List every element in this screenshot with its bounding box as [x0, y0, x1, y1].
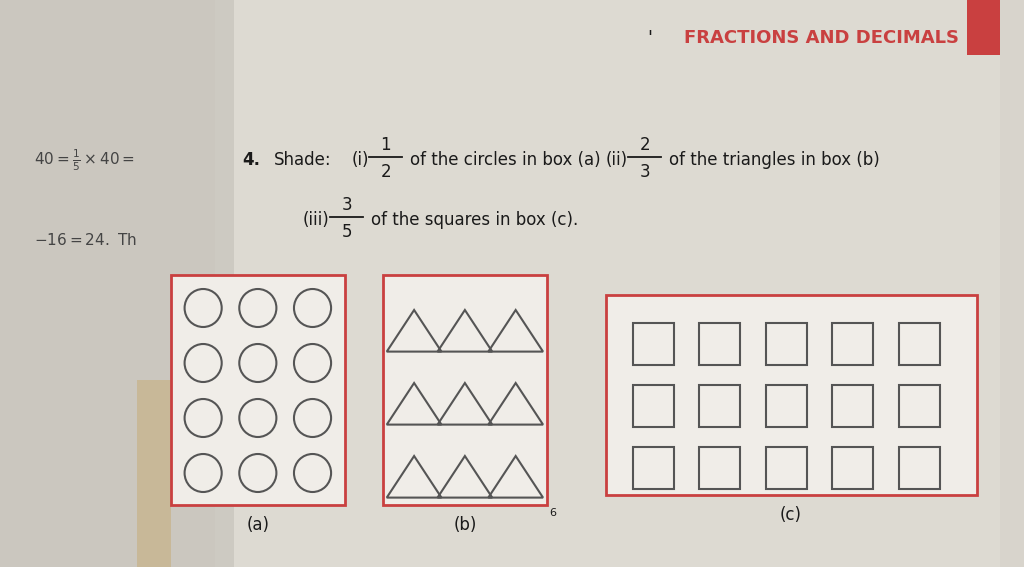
Text: (iii): (iii) [303, 211, 330, 229]
Polygon shape [137, 380, 171, 567]
Text: $40=\frac{1}{5}\times40=$: $40=\frac{1}{5}\times40=$ [34, 147, 135, 173]
Text: 2: 2 [639, 136, 650, 154]
Text: Shade:: Shade: [273, 151, 331, 169]
FancyBboxPatch shape [967, 0, 1000, 55]
FancyBboxPatch shape [171, 275, 345, 505]
Text: 1: 1 [381, 136, 391, 154]
Text: 3: 3 [341, 196, 352, 214]
Text: ': ' [647, 29, 652, 47]
Text: (ii): (ii) [605, 151, 628, 169]
Text: 5: 5 [341, 223, 352, 241]
Text: of the circles in box (a): of the circles in box (a) [411, 151, 601, 169]
Text: $-16=24.\ \mathrm{Th}$: $-16=24.\ \mathrm{Th}$ [34, 232, 137, 248]
Text: (b): (b) [454, 516, 476, 534]
Text: (a): (a) [247, 516, 269, 534]
Text: 6: 6 [549, 508, 556, 518]
Text: 2: 2 [381, 163, 391, 181]
Polygon shape [215, 0, 1000, 567]
Text: of the squares in box (c).: of the squares in box (c). [371, 211, 579, 229]
Text: (c): (c) [780, 506, 802, 524]
FancyBboxPatch shape [605, 295, 977, 495]
Text: of the triangles in box (b): of the triangles in box (b) [669, 151, 880, 169]
Text: 4.: 4. [243, 151, 260, 169]
Text: FRACTIONS AND DECIMALS: FRACTIONS AND DECIMALS [684, 29, 958, 47]
Text: 3: 3 [639, 163, 650, 181]
Polygon shape [0, 0, 234, 567]
Text: (i): (i) [351, 151, 369, 169]
FancyBboxPatch shape [383, 275, 547, 505]
